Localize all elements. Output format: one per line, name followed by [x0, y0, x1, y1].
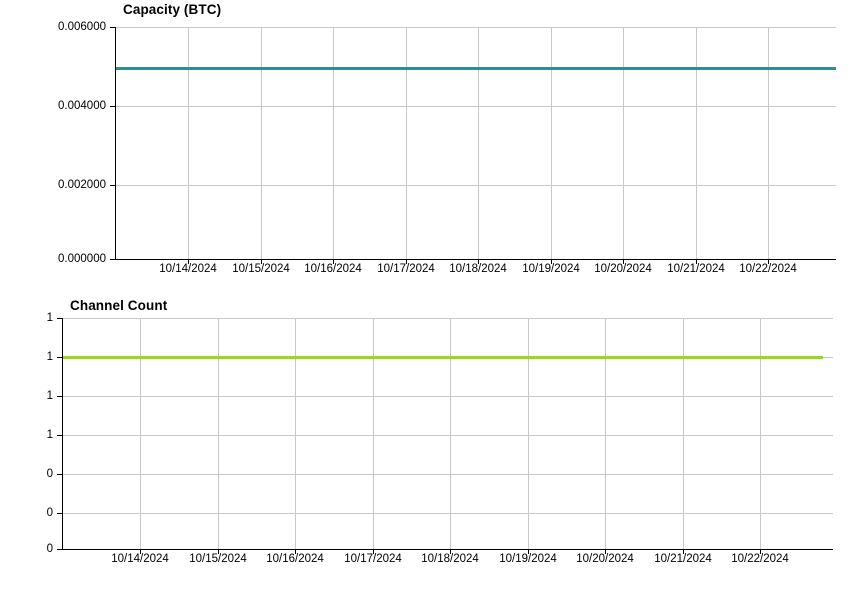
capacity-x-tick: [768, 259, 769, 264]
capacity-x-tick: [551, 259, 552, 264]
channel-count-y-tick: [57, 435, 62, 436]
channel-count-y-tick-label: 1: [46, 390, 53, 402]
channel-count-x-tick: [683, 549, 684, 554]
channel-count-x-tick: [605, 549, 606, 554]
capacity-y-tick-label: 0.000000: [58, 253, 106, 265]
channel-count-y-tick: [57, 318, 62, 319]
channel-count-gridline-v: [295, 318, 296, 549]
channel-count-gridline-v: [373, 318, 374, 549]
channel-count-gridline-v: [218, 318, 219, 549]
channel-count-x-tick-label: 10/20/2024: [576, 553, 634, 565]
channel-count-gridline-h: [63, 435, 833, 436]
channel-count-y-tick: [57, 357, 62, 358]
channel-count-x-tick: [140, 549, 141, 554]
channel-count-chart-panel: Channel Count 1 1 1 1 0 0 0: [0, 288, 860, 600]
channel-count-y-tick-label: 0: [46, 543, 53, 555]
capacity-y-tick-label: 0.002000: [58, 179, 106, 191]
capacity-x-tick-label: 10/14/2024: [159, 263, 217, 275]
capacity-x-axis: [115, 259, 836, 260]
capacity-x-tick: [188, 259, 189, 264]
channel-count-x-tick-label: 10/18/2024: [421, 553, 479, 565]
channel-count-x-tick-label: 10/22/2024: [731, 553, 789, 565]
channel-count-x-axis: [62, 549, 833, 550]
capacity-y-tick-label: 0.006000: [58, 21, 106, 33]
channel-count-gridline-v: [605, 318, 606, 549]
capacity-gridline-v: [623, 27, 624, 259]
channel-count-gridline-v: [528, 318, 529, 549]
channel-count-gridline-h: [63, 318, 833, 319]
channel-count-y-tick-label: 1: [46, 312, 53, 324]
capacity-y-axis: [115, 27, 116, 260]
channel-count-x-tick: [760, 549, 761, 554]
capacity-y-tick: [110, 185, 115, 186]
capacity-x-tick-label: 10/19/2024: [522, 263, 580, 275]
channel-count-x-tick-label: 10/15/2024: [189, 553, 247, 565]
capacity-gridline-v: [261, 27, 262, 259]
channel-count-gridline-h: [63, 513, 833, 514]
channel-count-y-tick: [57, 513, 62, 514]
capacity-x-tick-label: 10/21/2024: [667, 263, 725, 275]
capacity-x-tick: [406, 259, 407, 264]
channel-count-y-tick: [57, 396, 62, 397]
channel-count-y-tick-label: 1: [46, 351, 53, 363]
capacity-gridline-v: [696, 27, 697, 259]
capacity-plot-area: [116, 27, 836, 259]
channel-count-gridline-v: [683, 318, 684, 549]
channel-count-x-tick-label: 10/16/2024: [266, 553, 324, 565]
capacity-x-tick: [696, 259, 697, 264]
channel-count-chart-title: Channel Count: [70, 298, 168, 313]
capacity-gridline-h: [116, 106, 836, 107]
channel-count-x-tick-label: 10/21/2024: [654, 553, 712, 565]
capacity-series-line: [116, 67, 836, 70]
capacity-y-tick: [110, 27, 115, 28]
channel-count-y-tick-label: 0: [46, 507, 53, 519]
channel-count-x-tick-label: 10/17/2024: [344, 553, 402, 565]
capacity-x-tick-label: 10/16/2024: [304, 263, 362, 275]
capacity-x-tick-label: 10/20/2024: [594, 263, 652, 275]
channel-count-x-tick: [218, 549, 219, 554]
channel-count-gridline-h: [63, 396, 833, 397]
capacity-gridline-h: [116, 27, 836, 28]
capacity-gridline-h: [116, 185, 836, 186]
capacity-x-tick-label: 10/15/2024: [232, 263, 290, 275]
capacity-x-tick-label: 10/18/2024: [449, 263, 507, 275]
channel-count-gridline-v: [760, 318, 761, 549]
capacity-x-tick: [333, 259, 334, 264]
capacity-gridline-v: [768, 27, 769, 259]
capacity-y-tick: [110, 259, 115, 260]
capacity-y-tick: [110, 106, 115, 107]
channel-count-gridline-v: [450, 318, 451, 549]
channel-count-x-tick: [373, 549, 374, 554]
channel-count-y-tick: [57, 549, 62, 550]
capacity-x-tick-label: 10/22/2024: [739, 263, 797, 275]
capacity-x-tick: [478, 259, 479, 264]
capacity-x-tick-label: 10/17/2024: [377, 263, 435, 275]
channel-count-x-tick: [528, 549, 529, 554]
capacity-gridline-v: [333, 27, 334, 259]
channel-count-x-tick-label: 10/14/2024: [111, 553, 169, 565]
channel-count-x-tick: [450, 549, 451, 554]
channel-count-series-line: [63, 356, 823, 359]
channel-count-y-tick: [57, 474, 62, 475]
capacity-gridline-v: [188, 27, 189, 259]
channel-count-y-axis: [62, 318, 63, 550]
channel-count-gridline-h: [63, 474, 833, 475]
capacity-chart-panel: Capacity (BTC) 0.006000 0.004000 0.00200…: [0, 0, 860, 285]
capacity-y-tick-label: 0.004000: [58, 100, 106, 112]
channel-count-x-tick: [295, 549, 296, 554]
channel-count-plot-area: [63, 318, 833, 549]
channel-count-y-tick-label: 0: [46, 468, 53, 480]
capacity-x-tick: [261, 259, 262, 264]
capacity-gridline-v: [551, 27, 552, 259]
capacity-gridline-v: [406, 27, 407, 259]
channel-count-x-tick-label: 10/19/2024: [499, 553, 557, 565]
channel-count-y-tick-label: 1: [46, 429, 53, 441]
capacity-x-tick: [623, 259, 624, 264]
channel-count-gridline-v: [140, 318, 141, 549]
capacity-chart-title: Capacity (BTC): [123, 2, 222, 17]
capacity-gridline-v: [478, 27, 479, 259]
